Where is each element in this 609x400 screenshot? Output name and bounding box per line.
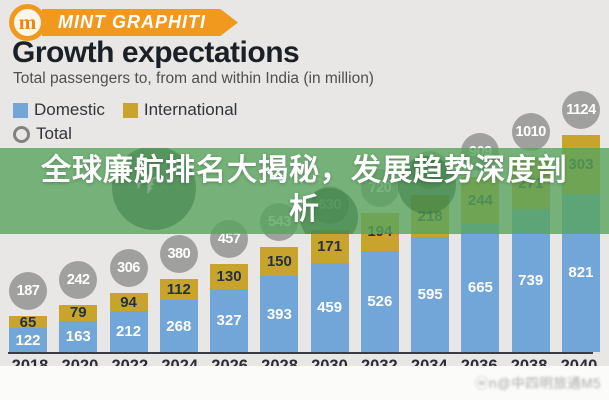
- total-badge-2018: 187: [9, 271, 47, 310]
- overlay-decor-circle: [398, 156, 456, 214]
- legend-total-label: Total: [36, 124, 72, 143]
- overlay-decor-circle: [112, 148, 196, 230]
- legend-item-international: International: [122, 100, 238, 120]
- domestic-segment-2018-value: 122: [15, 331, 41, 349]
- domestic-segment-2030-value: 459: [317, 299, 343, 317]
- domestic-segment-2032: 526: [360, 250, 399, 352]
- total-ring-icon: [13, 125, 30, 143]
- watermark: ⓦn@中四明旅通M5: [475, 376, 601, 391]
- headline-line-2: 析: [289, 193, 320, 226]
- domestic-segment-2026: 327: [210, 288, 249, 352]
- international-segment-2028: 150: [260, 247, 299, 277]
- domestic-segment-2038-value: 739: [518, 272, 544, 290]
- overlay-decor-circle: [300, 188, 358, 234]
- international-segment-2022: 94: [109, 293, 148, 312]
- international-segment-2020-value: 79: [69, 304, 87, 322]
- international-swatch-icon: [122, 102, 138, 118]
- bar-column-2018: 187 65 122: [8, 271, 48, 352]
- brand-banner-label: MINT GRAPHITI: [58, 12, 206, 32]
- bar-column-2020: 242 79 163: [58, 261, 98, 352]
- footer-strip: ⓦn@中四明旅通M5: [0, 366, 609, 400]
- total-badge-2022: 306: [109, 249, 148, 288]
- domestic-segment-2036-value: 665: [467, 279, 493, 297]
- x-axis-line: [8, 352, 593, 354]
- international-segment-2026-value: 130: [216, 267, 242, 285]
- headline-line-1: 全球廉航排名大揭秘，发展趋势深度剖: [41, 154, 568, 187]
- total-badge-2020: 242: [59, 261, 98, 300]
- bar-column-2026: 457 130 327: [209, 219, 249, 352]
- legend-item-domestic: Domestic: [13, 100, 105, 120]
- international-segment-2028-value: 150: [266, 253, 292, 271]
- domestic-segment-2036: 665: [461, 223, 500, 352]
- domestic-segment-2018: 122: [9, 328, 47, 352]
- legend-domestic-label: Domestic: [34, 100, 105, 119]
- domestic-segment-2030: 459: [310, 263, 349, 352]
- legend-row-2: Total: [13, 124, 237, 144]
- domestic-segment-2022: 212: [109, 311, 148, 352]
- chart-title: Growth expectations: [12, 36, 300, 69]
- domestic-segment-2028-value: 393: [266, 305, 292, 323]
- mint-logo-letter: m: [14, 9, 41, 36]
- mint-logo: m: [9, 4, 46, 41]
- domestic-segment-2032-value: 526: [367, 292, 393, 310]
- domestic-segment-2020-value: 163: [65, 327, 91, 345]
- international-segment-2020: 79: [59, 304, 98, 322]
- domestic-swatch-icon: [13, 102, 28, 118]
- domestic-segment-2026-value: 327: [216, 311, 242, 329]
- domestic-segment-2024: 268: [159, 300, 198, 352]
- headline-overlay-banner: ✈ 全球廉航排名大揭秘，发展趋势深度剖 析: [0, 148, 609, 234]
- bar-column-2024: 380 112 268: [159, 234, 199, 352]
- chart-subtitle: Total passengers to, from and within Ind…: [13, 70, 374, 87]
- international-segment-2018: 65: [9, 313, 47, 331]
- international-segment-2030-value: 171: [317, 238, 343, 256]
- international-segment-2022-value: 94: [120, 293, 137, 311]
- total-badge-2024: 380: [159, 234, 198, 273]
- brand-banner: MINT GRAPHITI: [42, 9, 238, 36]
- international-segment-2024: 112: [159, 278, 198, 301]
- total-badge-2040: 1124: [561, 91, 600, 129]
- international-segment-2030: 171: [310, 230, 349, 264]
- legend: Domestic International Total: [13, 100, 237, 148]
- domestic-segment-2022-value: 212: [116, 323, 142, 341]
- total-badge-2038: 1010: [511, 113, 550, 152]
- domestic-segment-2034: 595: [411, 237, 450, 352]
- legend-row-1: Domestic International: [13, 100, 237, 120]
- domestic-segment-2028: 393: [260, 276, 299, 352]
- domestic-segment-2020: 163: [59, 320, 98, 352]
- international-segment-2026: 130: [210, 263, 249, 289]
- bar-column-2022: 306 94 212: [109, 249, 149, 352]
- international-segment-2018-value: 65: [19, 313, 37, 331]
- domestic-segment-2040-value: 821: [568, 264, 594, 282]
- domestic-segment-2034-value: 595: [417, 286, 443, 304]
- international-segment-2024-value: 112: [166, 281, 191, 299]
- legend-item-total: Total: [13, 124, 72, 144]
- legend-international-label: International: [143, 100, 238, 119]
- domestic-segment-2024-value: 268: [166, 317, 192, 335]
